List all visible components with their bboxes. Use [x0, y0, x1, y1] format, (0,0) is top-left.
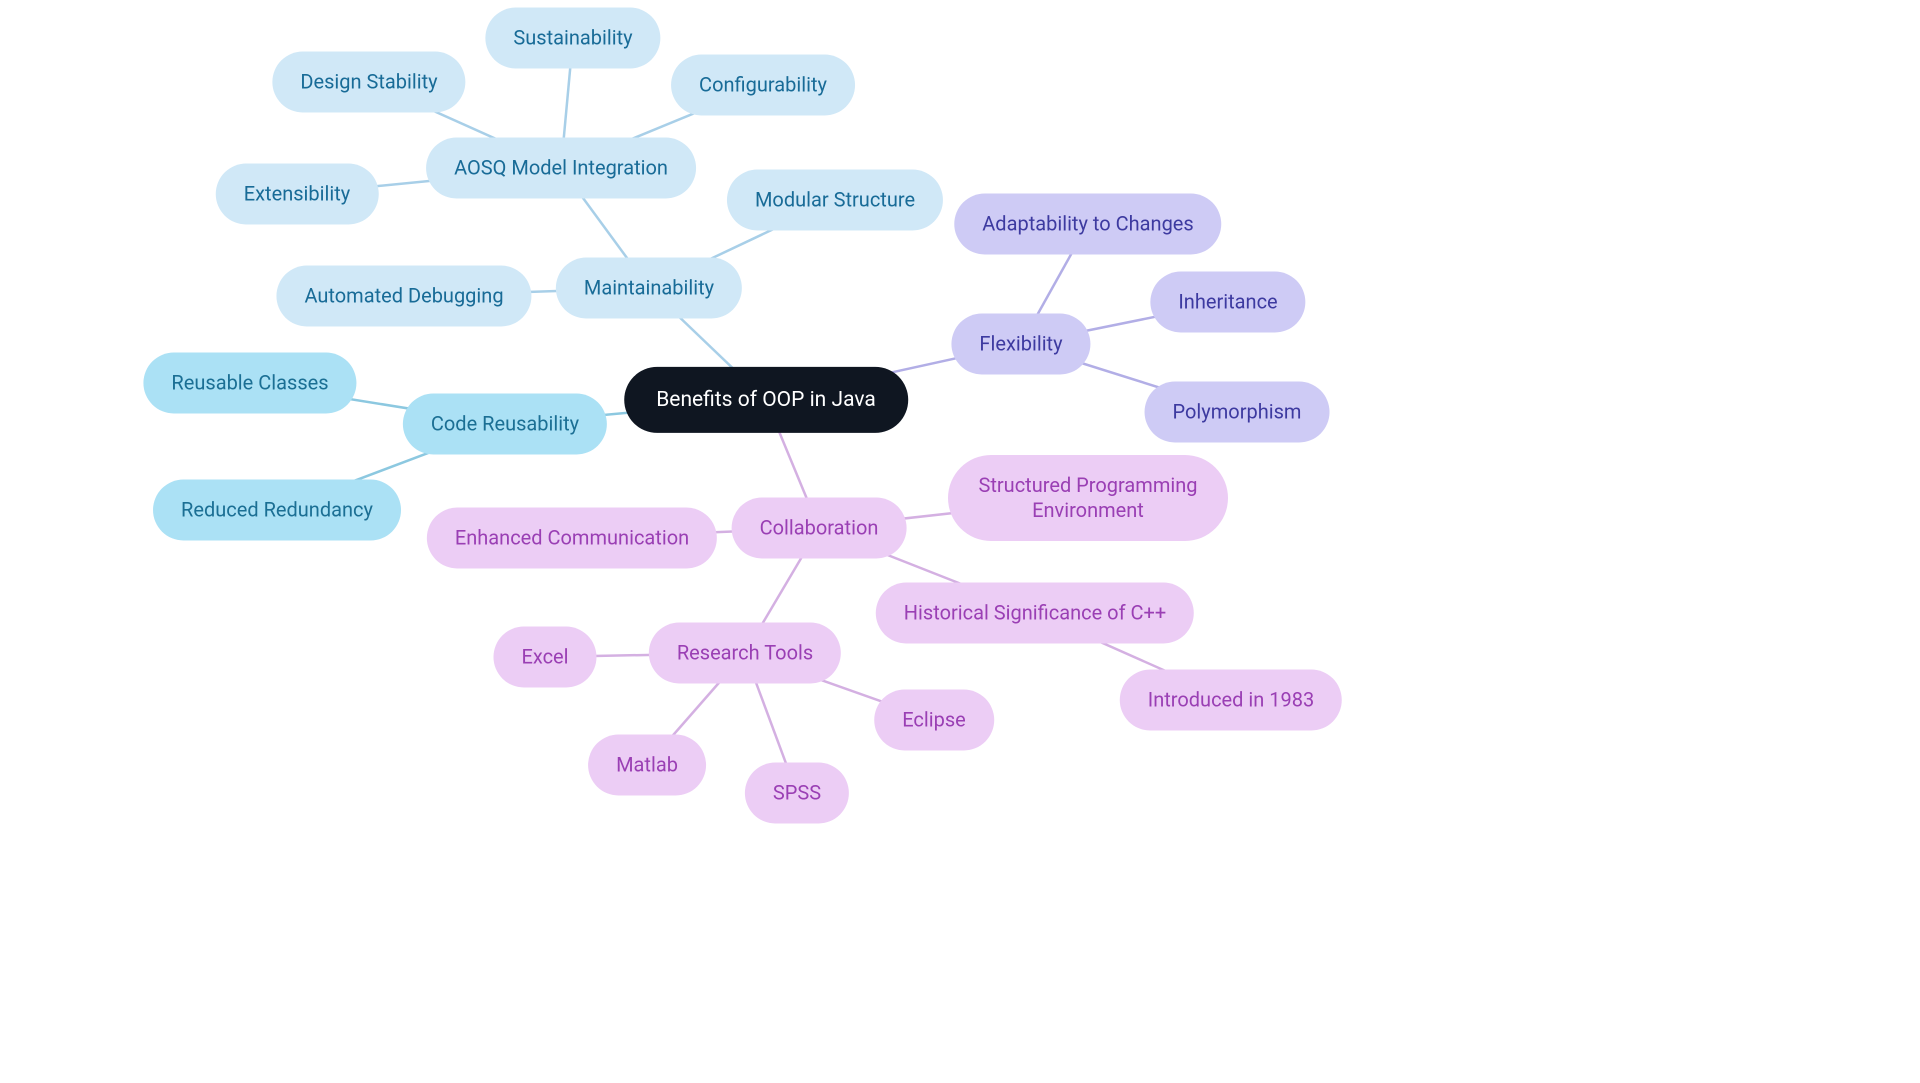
node-config: Configurability: [671, 55, 855, 116]
node-spss: SPSS: [745, 763, 849, 824]
node-label: Matlab: [616, 753, 678, 778]
node-inherit: Inheritance: [1150, 272, 1305, 333]
node-matlab: Matlab: [588, 735, 706, 796]
node-label: Design Stability: [300, 70, 437, 95]
node-label: Enhanced Communication: [455, 526, 689, 551]
node-label: SPSS: [773, 781, 821, 806]
mindmap-canvas: Benefits of OOP in Java Maintainability Mo…: [0, 0, 1920, 1083]
node-enhcomm: Enhanced Communication: [427, 508, 717, 569]
node-label: Eclipse: [902, 708, 966, 733]
node-label: Adaptability to Changes: [982, 212, 1193, 237]
node-poly: Polymorphism: [1145, 382, 1330, 443]
node-label: Historical Significance of C++: [904, 601, 1166, 626]
node-modular: Modular Structure: [727, 170, 943, 231]
node-label: Code Reusability: [431, 412, 579, 437]
node-label: Introduced in 1983: [1148, 688, 1314, 713]
node-label: Research Tools: [677, 641, 813, 666]
node-flex: Flexibility: [951, 314, 1090, 375]
node-eclipse: Eclipse: [874, 690, 994, 751]
node-sustain: Sustainability: [485, 8, 660, 69]
node-label: AOSQ Model Integration: [454, 156, 668, 181]
node-histcpp: Historical Significance of C++: [876, 583, 1194, 644]
node-reusable: Reusable Classes: [143, 353, 356, 414]
node-label: Flexibility: [979, 332, 1062, 357]
node-collab: Collaboration: [732, 498, 907, 559]
node-label: Configurability: [699, 73, 827, 98]
node-label: Extensibility: [244, 182, 351, 207]
node-aosq: AOSQ Model Integration: [426, 138, 696, 199]
node-label: Collaboration: [760, 516, 879, 541]
node-label: Structured Programming Environment: [976, 473, 1200, 523]
node-label: Polymorphism: [1173, 400, 1302, 425]
node-label: Automated Debugging: [304, 284, 503, 309]
node-label: Sustainability: [513, 26, 632, 51]
node-label: Reduced Redundancy: [181, 498, 373, 523]
node-label: Maintainability: [584, 276, 714, 301]
node-autodbg: Automated Debugging: [276, 266, 531, 327]
node-maint: Maintainability: [556, 258, 742, 319]
node-excel: Excel: [493, 627, 596, 688]
node-adapt: Adaptability to Changes: [954, 194, 1221, 255]
node-research: Research Tools: [649, 623, 841, 684]
node-designstab: Design Stability: [272, 52, 465, 113]
node-structenv: Structured Programming Environment: [948, 455, 1228, 541]
node-codere: Code Reusability: [403, 394, 607, 455]
node-label: Excel: [521, 645, 568, 670]
node-label: Inheritance: [1178, 290, 1277, 315]
node-root: Benefits of OOP in Java: [624, 367, 908, 433]
node-label: Reusable Classes: [171, 371, 328, 396]
node-extens: Extensibility: [216, 164, 379, 225]
node-redund: Reduced Redundancy: [153, 480, 401, 541]
node-intro1983: Introduced in 1983: [1120, 670, 1342, 731]
node-label: Modular Structure: [755, 188, 915, 213]
node-label: Benefits of OOP in Java: [656, 387, 876, 413]
edges-layer: [0, 0, 1920, 1083]
